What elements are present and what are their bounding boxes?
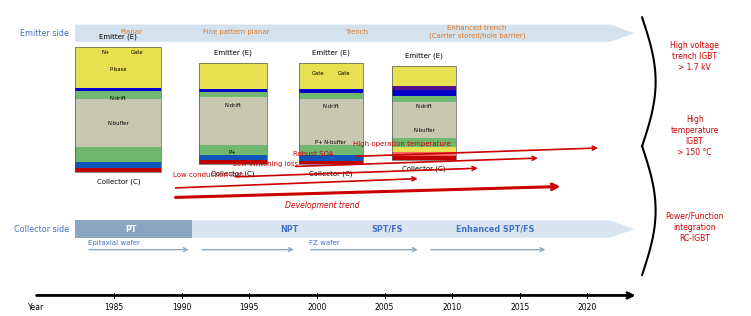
Bar [299, 99, 363, 145]
Polygon shape [75, 221, 635, 238]
Text: Emitter (E): Emitter (E) [99, 34, 137, 40]
Bar [199, 145, 267, 155]
Bar [75, 47, 161, 172]
Text: Collector (C): Collector (C) [403, 166, 445, 173]
Bar [75, 221, 192, 238]
Bar [392, 66, 456, 86]
Text: N-buffer: N-buffer [413, 128, 435, 133]
Text: Enhanced trench
(Carrier stored/hole barrier): Enhanced trench (Carrier stored/hole bar… [429, 26, 525, 39]
Bar [299, 155, 363, 161]
Bar [299, 63, 363, 89]
Text: 2005: 2005 [375, 303, 394, 312]
Text: Collector side: Collector side [14, 225, 69, 234]
Bar [392, 138, 456, 147]
Bar [75, 161, 161, 168]
Text: High operation temperature: High operation temperature [353, 141, 451, 147]
Text: 2000: 2000 [307, 303, 327, 312]
Bar [75, 47, 161, 88]
Text: Gate: Gate [312, 71, 324, 76]
Bar [199, 97, 267, 145]
Bar [75, 168, 161, 172]
Bar [299, 63, 363, 164]
Text: Robust SOA: Robust SOA [293, 151, 333, 157]
Text: Collector (C): Collector (C) [211, 171, 255, 177]
Text: Emitter side: Emitter side [20, 29, 69, 38]
Text: Emitter (E): Emitter (E) [405, 53, 443, 59]
Bar [392, 90, 456, 96]
Bar [75, 147, 161, 161]
Text: FZ wafer: FZ wafer [309, 240, 340, 246]
Text: N-drift: N-drift [322, 104, 339, 109]
Text: P+: P+ [229, 150, 237, 155]
Text: N-buffer: N-buffer [107, 121, 129, 126]
Text: Planar: Planar [120, 29, 143, 35]
Bar [299, 89, 363, 93]
Bar [199, 155, 267, 160]
Bar [392, 156, 456, 160]
Text: Emitter (E): Emitter (E) [312, 50, 350, 56]
Text: N+: N+ [101, 50, 110, 55]
Text: Power/Function
integration
RC-IGBT: Power/Function integration RC-IGBT [665, 212, 724, 243]
Bar [199, 160, 267, 164]
Bar [199, 92, 267, 97]
Bar [299, 145, 363, 155]
Text: N-drift: N-drift [110, 96, 127, 101]
Text: Fine pattern planar: Fine pattern planar [204, 29, 270, 35]
Bar [392, 96, 456, 102]
Text: 1990: 1990 [172, 303, 192, 312]
Text: High voltage
trench IGBT
> 1.7 kV: High voltage trench IGBT > 1.7 kV [670, 41, 719, 72]
Text: Low switching loss: Low switching loss [233, 161, 298, 167]
Text: 2015: 2015 [510, 303, 529, 312]
Text: N-drift: N-drift [225, 103, 241, 108]
Text: N-drift: N-drift [415, 104, 433, 109]
Bar [75, 99, 161, 147]
Text: SPT/FS: SPT/FS [371, 225, 403, 234]
Text: Collector (C): Collector (C) [309, 171, 352, 177]
Text: P+ N-buffer: P+ N-buffer [315, 140, 346, 145]
Bar [392, 102, 456, 138]
Text: Emitter (E): Emitter (E) [214, 50, 252, 56]
Text: 2020: 2020 [578, 303, 597, 312]
Text: Enhanced SPT/FS: Enhanced SPT/FS [457, 225, 535, 234]
Bar [199, 63, 267, 89]
Text: 2010: 2010 [442, 303, 462, 312]
Bar [392, 66, 456, 160]
Text: PT: PT [125, 225, 137, 234]
Bar [199, 63, 267, 164]
Bar [299, 161, 363, 164]
Text: 1995: 1995 [240, 303, 259, 312]
Text: NPT: NPT [280, 225, 298, 234]
Text: P-base: P-base [110, 67, 127, 72]
Text: Development trend: Development trend [285, 201, 360, 210]
Bar [199, 89, 267, 92]
Text: High
temperature
IGBT
> 150 °C: High temperature IGBT > 150 °C [671, 115, 719, 157]
Bar [75, 91, 161, 99]
Bar [299, 93, 363, 99]
Text: Trench: Trench [345, 29, 368, 35]
Text: 1985: 1985 [104, 303, 124, 312]
Polygon shape [75, 25, 635, 42]
Bar [392, 147, 456, 152]
Bar [392, 86, 456, 90]
Text: Gate: Gate [337, 71, 350, 76]
Text: Collector (C): Collector (C) [97, 179, 140, 185]
Text: Gate: Gate [131, 50, 143, 55]
Bar [392, 152, 456, 156]
Text: Epitaxial wafer: Epitaxial wafer [88, 240, 140, 246]
Text: Year: Year [28, 303, 44, 312]
Text: Low conduction loss: Low conduction loss [173, 172, 243, 178]
Bar [75, 88, 161, 91]
